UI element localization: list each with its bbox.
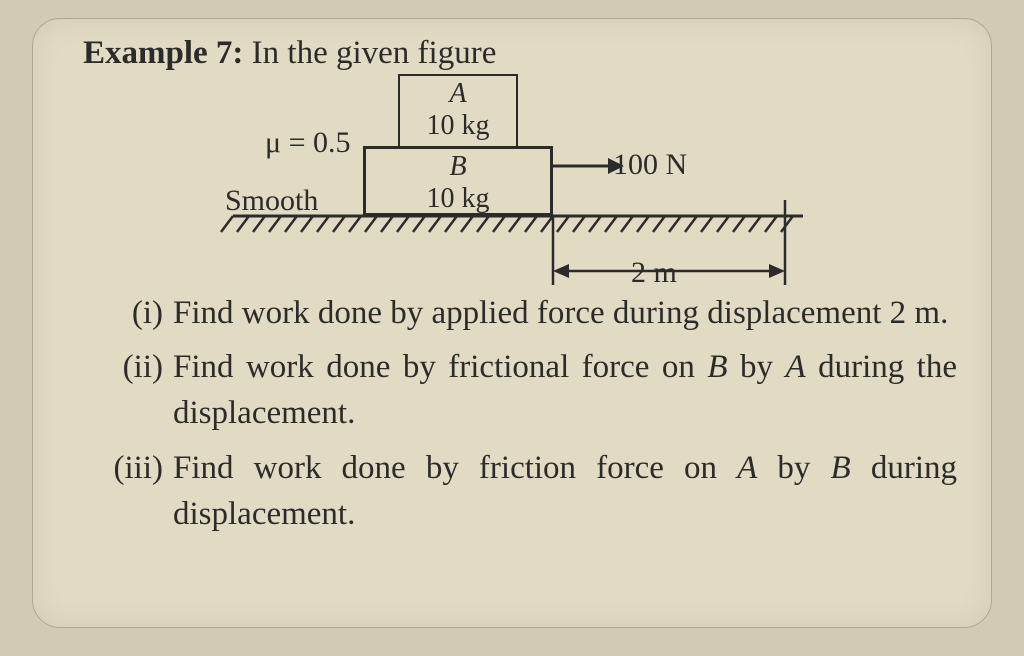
physics-diagram: μ = 0.5 A 10 kg B 10 kg Smooth 100 N 2 m [213, 66, 833, 296]
question-1-body: Find work done by applied force during d… [173, 290, 957, 336]
question-1-num: (i) [83, 290, 173, 336]
question-2-body: Find work done by frictional force on B … [173, 344, 957, 436]
question-3-num: (iii) [83, 445, 173, 537]
block-a-mass: 10 kg [427, 110, 490, 141]
force-label: 100 N [613, 148, 687, 182]
block-a-name: A [449, 78, 466, 109]
block-b: B 10 kg [363, 146, 553, 216]
distance-label: 2 m [631, 256, 677, 290]
block-a: A 10 kg [398, 74, 518, 148]
block-b-mass: 10 kg [427, 183, 490, 214]
question-2: (ii) Find work done by frictional force … [83, 344, 957, 436]
question-3-body: Find work done by friction force on A by… [173, 445, 957, 537]
mu-label: μ = 0.5 [265, 126, 351, 160]
smooth-label: Smooth [225, 184, 318, 218]
block-b-name: B [449, 151, 466, 182]
page: Example 7: In the given figure μ = 0.5 A… [32, 18, 992, 628]
question-1: (i) Find work done by applied force duri… [83, 290, 957, 336]
question-3: (iii) Find work done by friction force o… [83, 445, 957, 537]
questions: (i) Find work done by applied force duri… [83, 290, 957, 537]
question-2-num: (ii) [83, 344, 173, 436]
